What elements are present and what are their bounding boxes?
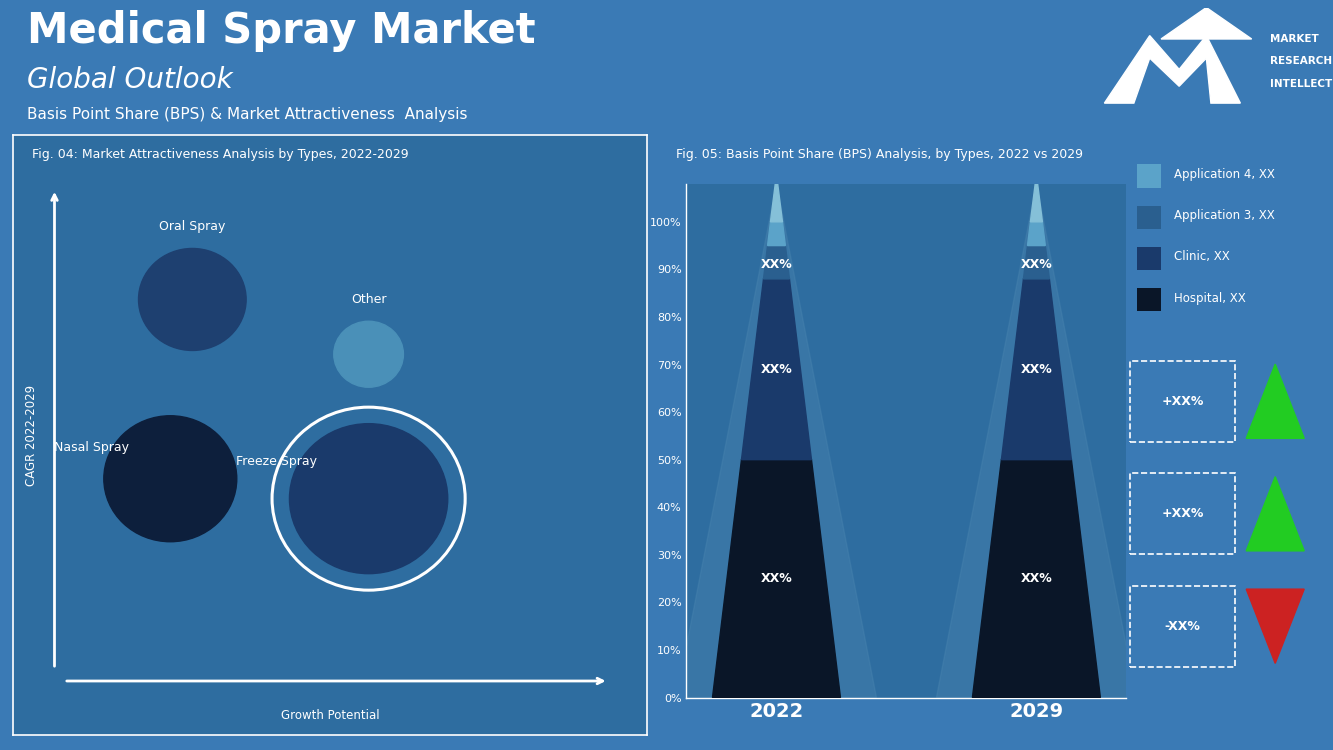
Text: XX%: XX% — [1021, 258, 1052, 271]
Text: Oral Spray: Oral Spray — [159, 220, 225, 233]
Polygon shape — [1161, 8, 1252, 39]
Text: Global Outlook: Global Outlook — [27, 66, 232, 94]
Polygon shape — [973, 460, 1101, 698]
Polygon shape — [1246, 364, 1304, 438]
Text: Hospital, XX: Hospital, XX — [1174, 292, 1246, 304]
Text: MARKET: MARKET — [1270, 34, 1318, 44]
Circle shape — [104, 416, 237, 542]
Polygon shape — [1104, 35, 1241, 104]
Text: Growth Potential: Growth Potential — [281, 709, 379, 722]
Polygon shape — [764, 245, 789, 279]
Text: -XX%: -XX% — [1165, 620, 1201, 633]
Polygon shape — [1246, 477, 1304, 550]
Circle shape — [289, 424, 448, 574]
Text: Fig. 05: Basis Point Share (BPS) Analysis, by Types, 2022 vs 2029: Fig. 05: Basis Point Share (BPS) Analysi… — [676, 148, 1082, 161]
Text: Clinic, XX: Clinic, XX — [1174, 251, 1230, 263]
Text: Nasal Spray: Nasal Spray — [53, 441, 129, 454]
Polygon shape — [1028, 222, 1045, 245]
Polygon shape — [770, 174, 782, 222]
Text: XX%: XX% — [761, 572, 792, 585]
Polygon shape — [1246, 590, 1304, 664]
Text: +XX%: +XX% — [1161, 507, 1204, 520]
Circle shape — [139, 248, 247, 350]
Text: Other: Other — [351, 293, 387, 306]
Polygon shape — [741, 279, 812, 460]
FancyBboxPatch shape — [1137, 288, 1161, 311]
Text: Freeze Spray: Freeze Spray — [236, 454, 317, 468]
Text: Fig. 04: Market Attractiveness Analysis by Types, 2022-2029: Fig. 04: Market Attractiveness Analysis … — [32, 148, 409, 161]
Text: INTELLECT: INTELLECT — [1270, 79, 1332, 89]
Text: Basis Point Share (BPS) & Market Attractiveness  Analysis: Basis Point Share (BPS) & Market Attract… — [27, 107, 467, 122]
Polygon shape — [936, 184, 1136, 698]
Text: Application 3, XX: Application 3, XX — [1174, 209, 1274, 222]
Text: XX%: XX% — [761, 258, 792, 271]
Text: Medical Spray Market: Medical Spray Market — [27, 10, 536, 53]
Text: XX%: XX% — [761, 363, 792, 376]
Text: XX%: XX% — [1021, 572, 1052, 585]
FancyBboxPatch shape — [1137, 206, 1161, 229]
Text: Application 4, XX: Application 4, XX — [1174, 168, 1274, 181]
Polygon shape — [768, 222, 785, 245]
Polygon shape — [1001, 279, 1072, 460]
FancyBboxPatch shape — [1137, 247, 1161, 270]
FancyBboxPatch shape — [1137, 164, 1161, 188]
Text: CAGR 2022-2029: CAGR 2022-2029 — [24, 385, 37, 485]
Text: XX%: XX% — [1021, 363, 1052, 376]
Polygon shape — [1024, 245, 1049, 279]
Circle shape — [333, 321, 404, 387]
Text: +XX%: +XX% — [1161, 394, 1204, 408]
Polygon shape — [1030, 174, 1042, 222]
Polygon shape — [677, 184, 877, 698]
Text: RESEARCH: RESEARCH — [1270, 56, 1332, 67]
Polygon shape — [713, 460, 841, 698]
